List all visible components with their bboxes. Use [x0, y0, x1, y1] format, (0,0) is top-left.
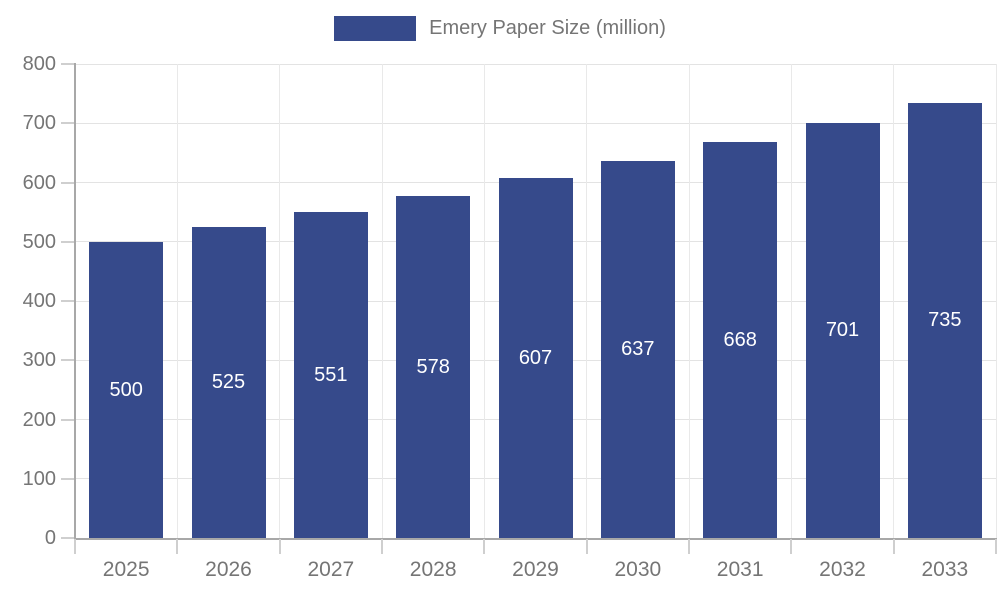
- y-tick-label: 500: [22, 230, 56, 253]
- bar-value-label: 500: [109, 378, 143, 401]
- bar: 500: [89, 242, 164, 538]
- x-tick-label: 2032: [819, 558, 866, 581]
- x-gridline: [483, 64, 485, 538]
- x-tick-label: 2030: [614, 558, 662, 581]
- y-gridline: [75, 122, 996, 124]
- y-tick-label: 100: [22, 467, 56, 490]
- x-tick: [790, 539, 793, 554]
- x-tick: [381, 539, 383, 554]
- y-tick-label: 200: [22, 408, 56, 431]
- y-tick: [61, 537, 74, 539]
- legend-label: Emery Paper Size (million): [429, 17, 666, 39]
- bar-value-label: 525: [211, 371, 246, 393]
- y-tick: [61, 359, 74, 362]
- bar-value-label: 637: [621, 338, 655, 360]
- y-axis-line: [74, 63, 76, 539]
- y-tick: [61, 240, 74, 243]
- bar: 551: [293, 212, 368, 538]
- x-gridline: [279, 64, 281, 538]
- y-tick-label: 400: [22, 290, 56, 312]
- x-gridline: [893, 64, 895, 538]
- x-axis-line: [74, 537, 997, 540]
- x-tick-label: 2025: [102, 558, 150, 581]
- y-tick-label: 600: [22, 171, 56, 194]
- x-tick-label: 2026: [205, 558, 252, 581]
- bar: 578: [396, 196, 471, 538]
- bar-value-label: 607: [518, 346, 553, 369]
- x-tick: [892, 539, 895, 554]
- y-tick: [61, 63, 74, 65]
- bar-value-label: 701: [825, 319, 860, 341]
- x-tick: [688, 539, 690, 554]
- y-tick: [61, 300, 74, 302]
- x-tick: [585, 539, 588, 554]
- x-gridline: [176, 64, 178, 538]
- bar: 637: [600, 161, 675, 538]
- x-tick: [176, 539, 179, 554]
- x-tick-label: 2031: [716, 558, 764, 581]
- x-tick: [995, 539, 997, 554]
- bar-value-label: 668: [723, 328, 757, 351]
- x-gridline: [381, 64, 383, 538]
- x-tick: [483, 539, 486, 554]
- x-tick: [278, 539, 281, 554]
- x-gridline: [995, 64, 997, 538]
- x-tick-label: 2027: [307, 558, 355, 581]
- y-tick: [61, 122, 74, 125]
- legend-swatch: [334, 16, 417, 41]
- y-tick: [61, 181, 74, 184]
- bar: 525: [191, 227, 266, 538]
- bar: 607: [498, 178, 573, 538]
- x-tick: [74, 539, 76, 554]
- y-tick: [61, 418, 74, 421]
- y-tick-label: 800: [22, 53, 56, 75]
- x-gridline: [790, 64, 792, 538]
- x-tick-label: 2033: [921, 558, 969, 581]
- x-tick-label: 2029: [512, 558, 559, 581]
- legend: Emery Paper Size (million): [0, 16, 1000, 41]
- x-gridline: [586, 64, 588, 538]
- bar-value-label: 578: [416, 355, 450, 378]
- y-tick-label: 300: [22, 349, 56, 372]
- bar: 668: [703, 142, 778, 538]
- bar-value-label: 551: [314, 363, 348, 386]
- bar: 701: [805, 123, 880, 538]
- x-tick-label: 2028: [409, 558, 457, 581]
- bar-value-label: 735: [928, 309, 962, 331]
- y-gridline: [75, 63, 996, 65]
- bar: 735: [907, 103, 982, 538]
- y-tick: [61, 477, 74, 480]
- x-gridline: [688, 64, 690, 538]
- y-tick-label: 0: [44, 527, 56, 549]
- y-tick-label: 700: [22, 112, 56, 135]
